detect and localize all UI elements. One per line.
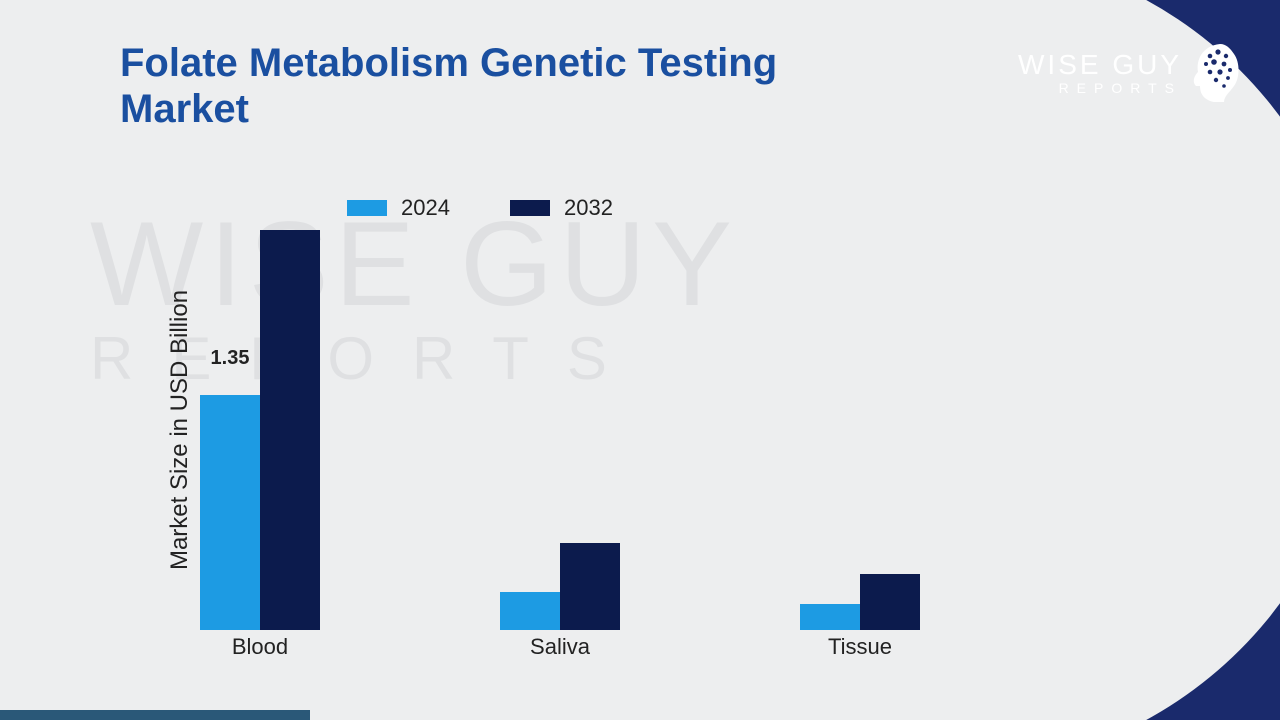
plot-area: Blood Saliva Tissue 1.35 — [100, 230, 960, 660]
head-icon — [1190, 42, 1244, 104]
legend-swatch-2024 — [347, 200, 387, 216]
bar — [500, 592, 560, 630]
legend-swatch-2032 — [510, 200, 550, 216]
legend-label-2024: 2024 — [401, 195, 450, 221]
bar — [560, 543, 620, 630]
category-label: Tissue — [760, 634, 960, 660]
category-label: Saliva — [460, 634, 660, 660]
category-label: Blood — [160, 634, 360, 660]
brand-logo: WISE GUY REPORTS — [994, 38, 1244, 108]
bottom-accent-bar — [0, 710, 310, 720]
bar — [860, 574, 920, 630]
bar — [260, 230, 320, 630]
legend: 2024 2032 — [0, 195, 960, 221]
logo-sub-text: REPORTS — [1018, 81, 1182, 95]
bar — [200, 395, 260, 630]
bar — [800, 604, 860, 630]
legend-item-2032: 2032 — [510, 195, 613, 221]
value-label: 1.35 — [211, 347, 250, 370]
legend-label-2032: 2032 — [564, 195, 613, 221]
chart-canvas: WISE GUY REPORTS Folate Metabolism Genet… — [0, 0, 1280, 720]
logo-main-text: WISE GUY — [1018, 51, 1182, 79]
chart-title: Folate Metabolism Genetic Testing Market — [120, 40, 840, 132]
legend-item-2024: 2024 — [347, 195, 450, 221]
